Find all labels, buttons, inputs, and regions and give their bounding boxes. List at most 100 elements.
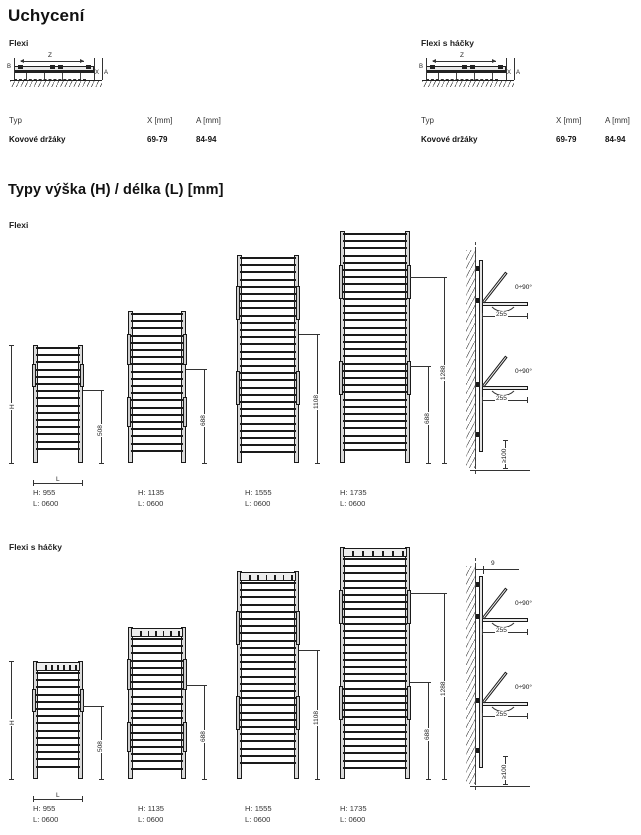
model-caption: H: 955 L: 0600: [33, 803, 58, 825]
dim-label: 1288: [440, 364, 447, 382]
wall-bracket: [476, 748, 479, 753]
radiator-bar: [36, 765, 80, 768]
radiator-hook: [162, 631, 165, 636]
model-length: L: 0600: [340, 815, 366, 824]
radiator-bar: [36, 383, 80, 385]
radiator-bar: [131, 327, 183, 330]
radiator-bulge-left: [236, 371, 240, 406]
section-title-types: Typy výška (H) / délka (L) [mm]: [8, 182, 224, 198]
dim-cap: [527, 713, 528, 719]
radiator-bar: [36, 729, 80, 732]
table-header-x: X [mm]: [556, 116, 582, 125]
radiator-bar: [240, 582, 296, 584]
dim-cap: [503, 468, 508, 469]
radiator-bar: [240, 257, 296, 259]
radiator-bar: [240, 336, 296, 339]
radiator-bulge-left: [32, 363, 36, 388]
dim-label: 508: [97, 740, 104, 754]
dim-ext: [410, 681, 428, 683]
radiator-bar: [343, 608, 407, 611]
radiator-bar: [240, 357, 296, 360]
dim-label-L: L: [55, 792, 61, 799]
dim-ext: [83, 389, 101, 391]
mounting-detail-flexi-hooks: Z B X A: [416, 52, 526, 88]
radiator-bar: [343, 362, 407, 365]
radiator-bar: [240, 278, 296, 281]
table-cell-a: 84-94: [196, 135, 217, 144]
table-header-typ: Typ: [9, 116, 22, 125]
radiator-bar: [240, 740, 296, 743]
table-cell-x: 69-79: [147, 135, 168, 144]
dim-cap: [33, 796, 34, 802]
dim-cap: [527, 629, 528, 635]
radiator-bar: [240, 314, 296, 317]
radiator-bar: [240, 444, 296, 447]
radiator-bar: [131, 341, 183, 344]
model-length: L: 0600: [33, 815, 59, 824]
dim-b-label: B: [7, 64, 12, 70]
radiator-rail-right: [181, 311, 186, 463]
radiator-bar: [240, 429, 296, 432]
radiator-bar: [240, 675, 296, 678]
radiator-bar: [36, 347, 80, 349]
radiator-bulge-right: [296, 286, 300, 321]
group-label-flexi: Flexi: [9, 220, 29, 230]
angle-label: 0÷90°: [515, 284, 533, 291]
radiator-rail-left: [33, 345, 38, 463]
radiator-bulge-left: [339, 360, 343, 395]
radiator-bar: [131, 421, 183, 423]
radiator-bar: [343, 586, 407, 589]
radiator-bar: [343, 716, 407, 719]
radiator-hook: [362, 551, 364, 556]
radiator-bar: [36, 693, 80, 696]
dim-cap: [202, 779, 207, 780]
dim-cap: [99, 389, 104, 391]
dim-label: 688: [424, 728, 431, 742]
radiator-bar: [240, 386, 296, 389]
model-height: H: 1555: [245, 488, 272, 497]
radiator-bar: [240, 718, 296, 721]
radiator-bar: [240, 654, 296, 656]
dim-label-reach: 255: [495, 711, 508, 718]
dim-label-reach: 255: [495, 311, 508, 318]
radiator-bar: [240, 321, 296, 324]
radiator-bulge-right: [407, 590, 411, 625]
radiator-bar: [240, 610, 296, 613]
radiator-rail-right: [405, 547, 410, 779]
radiator-bar: [36, 433, 80, 436]
mounting-detail-flexi: Z B X A: [4, 52, 114, 88]
radiator-bar: [240, 401, 296, 403]
radiator-bulge-right: [80, 688, 84, 713]
radiator-rail-right: [78, 661, 83, 779]
dim-cap: [99, 705, 104, 707]
radiator-hook: [291, 575, 293, 580]
radiator-bulge-left: [236, 696, 240, 731]
radiator-bar: [240, 632, 296, 635]
radiator-drawing: [236, 571, 300, 779]
radiator-bar: [131, 746, 183, 748]
radiator-rail-right: [78, 345, 83, 463]
dim-cap: [202, 684, 207, 686]
radiator-rail-right: [294, 571, 299, 779]
radiator-bulge-left: [339, 265, 343, 300]
radiator-bar: [36, 404, 80, 407]
dim-cap: [482, 397, 483, 403]
dim-cap: [82, 480, 83, 486]
radiator-drawing: [127, 311, 187, 463]
radiator-bar: [343, 579, 407, 582]
radiator-bar: [240, 329, 296, 331]
model-caption: H: 1135 L: 0600: [138, 487, 164, 509]
dim-ext: [410, 365, 428, 367]
dim-ext: [410, 593, 444, 595]
radiator-bar: [343, 434, 407, 437]
radiator-bar: [343, 637, 407, 640]
dim-cap: [442, 779, 447, 780]
radiator-bar: [343, 348, 407, 351]
radiator-bar: [343, 601, 407, 604]
dim-cap: [482, 313, 483, 319]
dim-cap: [315, 334, 320, 336]
radiator-bulge-right: [407, 685, 411, 720]
radiator-bar: [36, 744, 80, 746]
radiator-bar: [240, 726, 296, 728]
radiator-bar: [240, 711, 296, 714]
